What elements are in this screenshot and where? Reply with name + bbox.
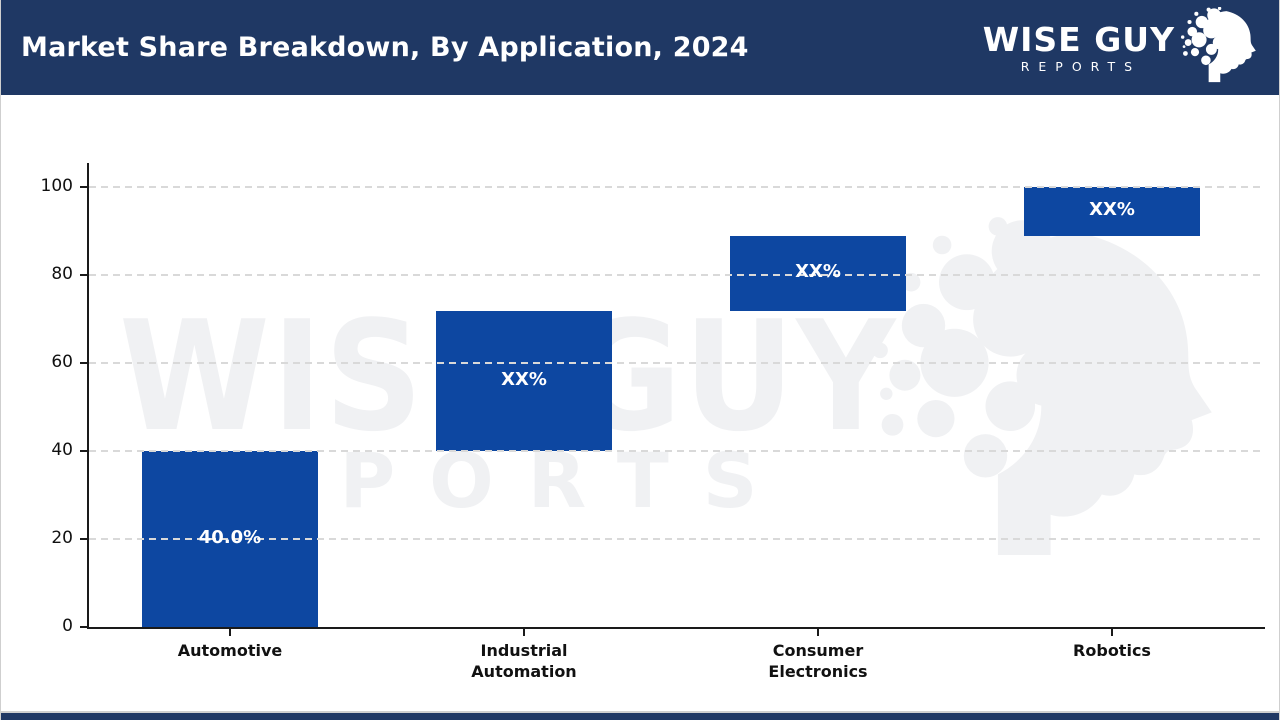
x-tick-2	[817, 629, 819, 636]
header-bar: Market Share Breakdown, By Application, …	[1, 0, 1279, 95]
y-tick-label-20: 20	[51, 528, 73, 548]
bar-value-label: XX%	[1089, 199, 1135, 221]
x-tick-0	[229, 629, 231, 636]
y-tick-label-0: 0	[62, 616, 73, 636]
y-tick-60	[80, 362, 88, 364]
y-tick-80	[80, 274, 88, 276]
watermark-head-icon	[872, 214, 1212, 555]
y-tick-0	[80, 626, 88, 628]
x-axis-line	[87, 627, 1265, 629]
bar-value-label: XX%	[501, 369, 547, 391]
x-category-label: Automotive	[177, 641, 283, 660]
footer-bar	[1, 713, 1279, 720]
y-tick-label-40: 40	[51, 440, 73, 460]
x-tick-3	[1111, 629, 1113, 636]
x-category-label: Consumer Electronics	[768, 641, 868, 681]
x-category-label: Robotics	[1073, 641, 1151, 660]
gridline-y-80	[89, 274, 1263, 276]
brand-subtitle: REPORTS	[1020, 59, 1142, 74]
gridline-y-100	[89, 186, 1263, 188]
x-tick-1	[523, 629, 525, 636]
bar-robotics	[1024, 187, 1200, 236]
y-tick-40	[80, 450, 88, 452]
y-tick-20	[80, 538, 88, 540]
brand-logo: WISE GUY REPORTS	[983, 7, 1269, 89]
y-tick-label-60: 60	[51, 352, 73, 372]
y-tick-label-80: 80	[51, 264, 73, 284]
page-title: Market Share Breakdown, By Application, …	[21, 32, 749, 63]
bottom-border-line	[1, 711, 1279, 713]
brand-logo-text: WISE GUY REPORTS	[982, 20, 1175, 75]
brand-name: WISE GUY	[982, 20, 1175, 59]
brand-head-icon	[1180, 7, 1256, 83]
y-tick-label-100: 100	[40, 176, 73, 196]
y-tick-100	[80, 186, 88, 188]
gridline-y-20	[89, 538, 1263, 540]
y-axis-line	[87, 163, 89, 629]
bar-industrial-automation	[436, 311, 612, 451]
bar-value-label: XX%	[795, 261, 841, 283]
gridline-y-60	[89, 362, 1263, 364]
bar-value-label: 40.0%	[198, 527, 262, 548]
bar-consumer-electronics	[730, 235, 906, 312]
gridline-y-40	[89, 450, 1263, 452]
x-category-label: Industrial Automation	[471, 641, 577, 681]
